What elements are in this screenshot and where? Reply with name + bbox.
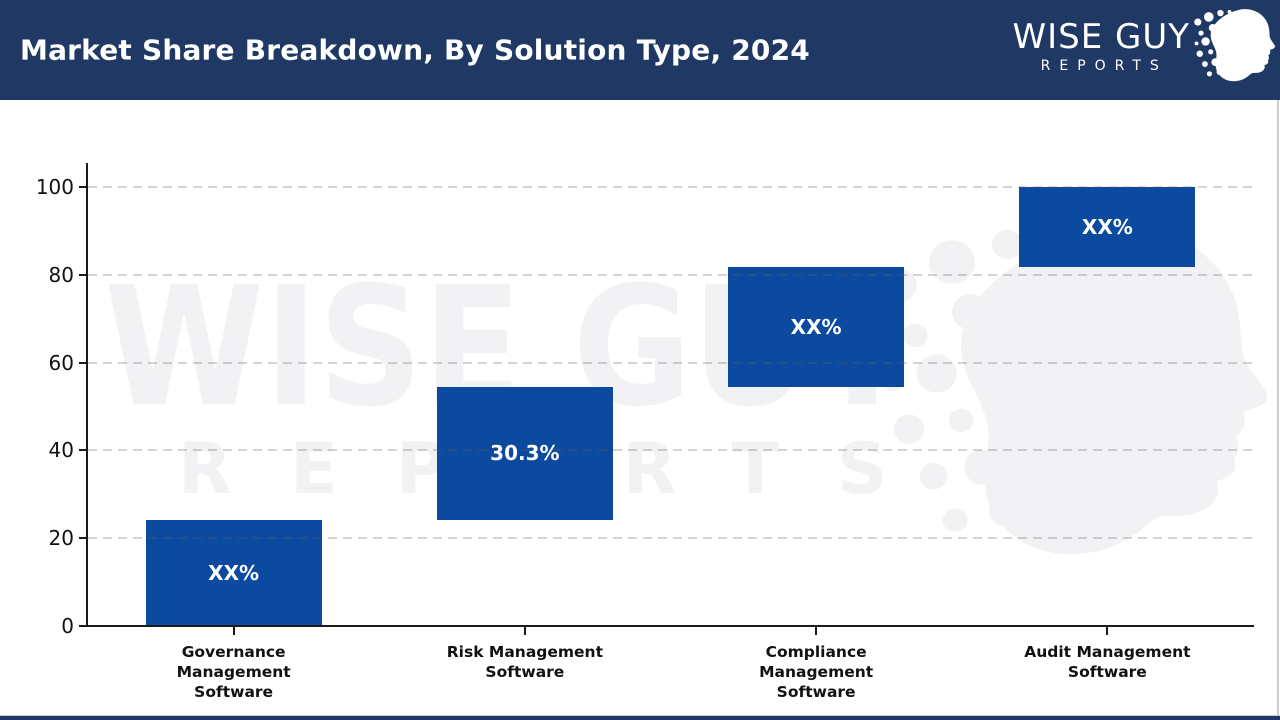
x-axis-category-label: Audit Management Software (1024, 643, 1191, 681)
bar-compliance-management-software (728, 266, 905, 387)
y-axis-tick-label: 80 (48, 262, 74, 287)
logo-tagline: REPORTS (1040, 57, 1168, 74)
logo-name: WISE GUY (1012, 17, 1190, 58)
page-title: Market Share Breakdown, By Solution Type… (20, 33, 810, 67)
gridline-y-60 (88, 361, 1253, 364)
logo: WISE GUY REPORTS (1012, 5, 1276, 87)
y-axis-tick (79, 361, 87, 364)
y-axis-tick-label: 0 (61, 614, 74, 638)
y-axis-tick-label: 100 (35, 175, 74, 199)
y-axis-tick-label: 20 (48, 526, 74, 551)
gridline-y-80 (88, 273, 1253, 276)
x-axis-tick (232, 627, 235, 635)
x-axis-tick (1106, 627, 1109, 635)
header-bar: Market Share Breakdown, By Solution Type… (0, 0, 1280, 100)
bar-value-label: XX% (208, 560, 260, 585)
y-axis-tick (79, 186, 87, 188)
y-axis-tick-label: 60 (48, 350, 74, 375)
x-axis-tick (523, 627, 526, 635)
footer-bar (0, 716, 1280, 720)
bar-risk-management-software (436, 386, 613, 520)
right-edge-line (1277, 100, 1279, 716)
x-axis-category-label: Governance Management Software (176, 643, 291, 701)
footer-divider (0, 715, 1280, 716)
x-axis-tick (815, 627, 818, 635)
y-axis-tick (79, 449, 87, 452)
x-axis-category-label: Compliance Management Software (759, 643, 874, 701)
x-axis-line (86, 625, 1254, 627)
gridline-y-20 (88, 537, 1253, 540)
bar-value-label: XX% (790, 314, 842, 339)
y-axis-spine (86, 163, 88, 627)
y-axis-tick (79, 537, 87, 540)
x-axis-category-label: Risk Management Software (446, 643, 604, 681)
logo-head-icon (1194, 9, 1275, 82)
gridline-y-40 (88, 449, 1253, 452)
y-axis-tick (79, 273, 87, 276)
bar-audit-management-software (1019, 187, 1196, 267)
bar-value-label: 30.3% (490, 441, 560, 466)
gridline-y-100 (88, 186, 1253, 188)
y-axis-tick-label: 40 (48, 438, 74, 463)
logo-wordmark: WISE GUY REPORTS (1012, 17, 1190, 74)
bar-governance-management-software (145, 519, 322, 626)
y-axis-tick (79, 625, 87, 627)
bar-value-label: XX% (1081, 214, 1133, 239)
